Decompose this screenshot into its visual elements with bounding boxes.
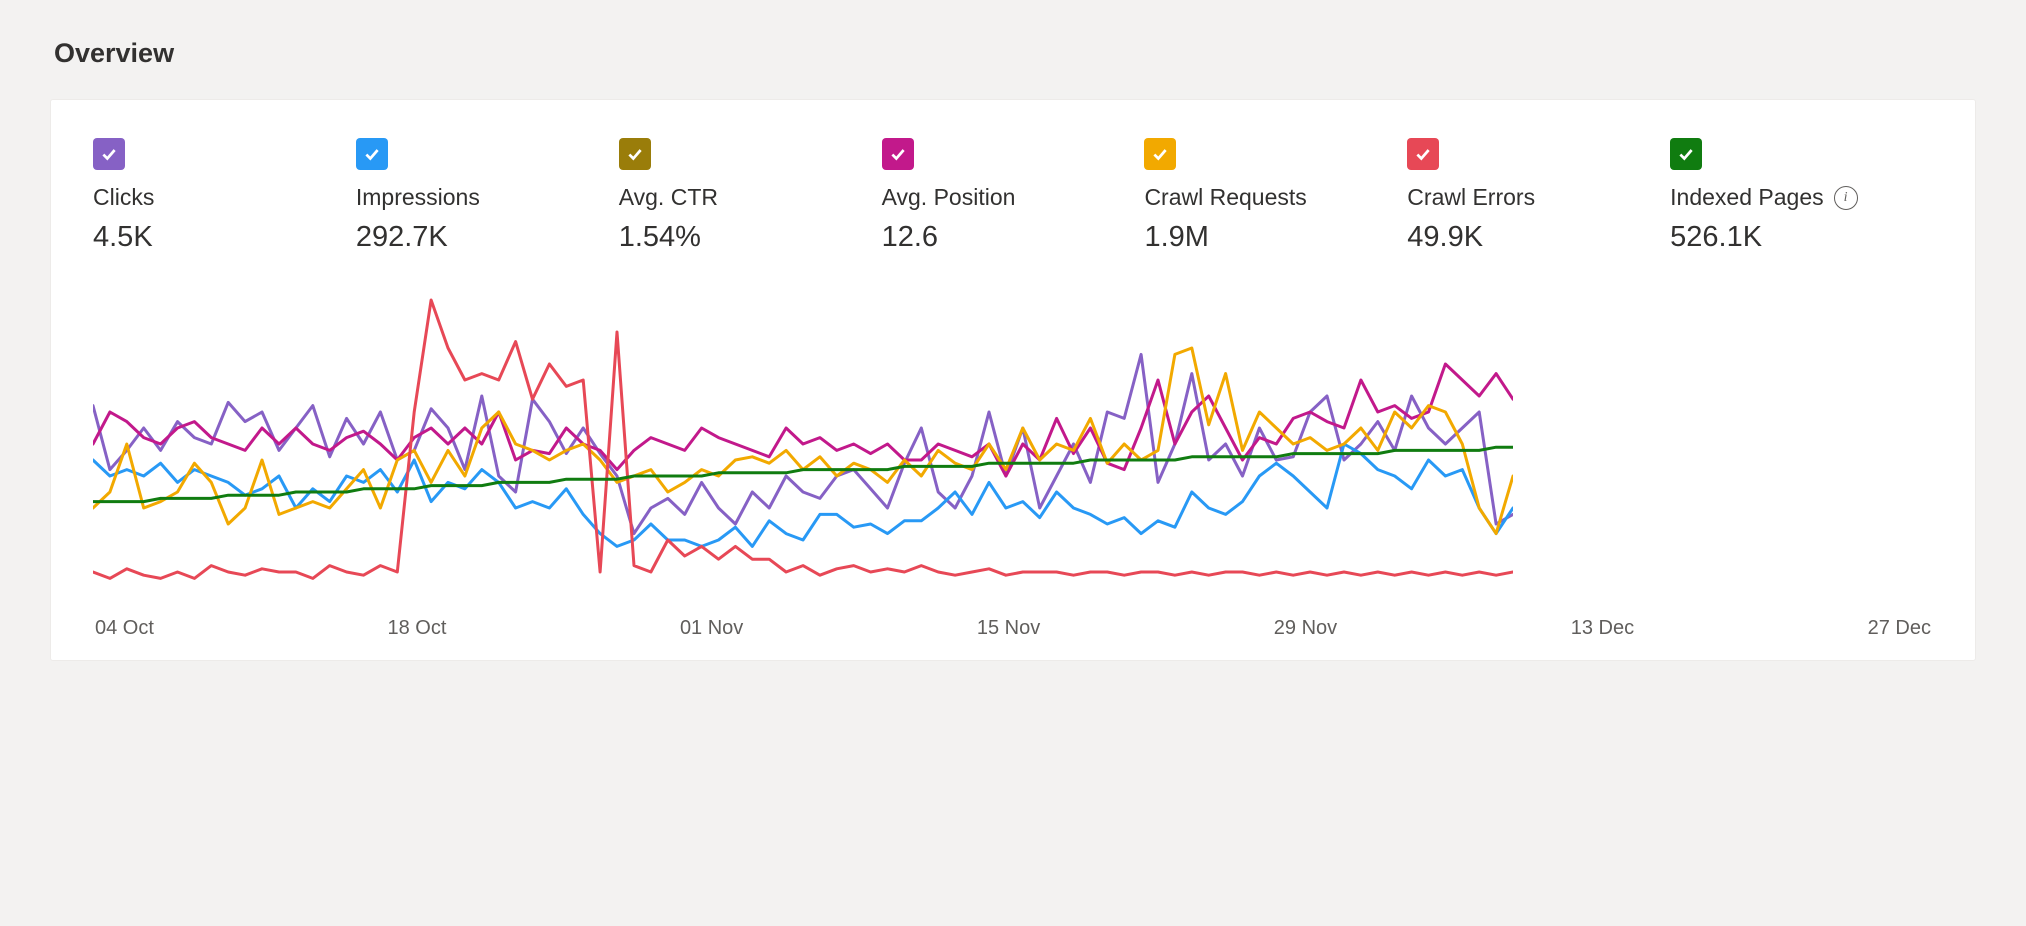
page-title: Overview — [54, 38, 1976, 69]
toggle-clicks[interactable] — [93, 138, 125, 170]
x-tick-label: 01 Nov — [680, 617, 743, 640]
metric-label: Avg. Position — [882, 184, 1145, 211]
metric-label: Impressions — [356, 184, 619, 211]
x-tick-label: 18 Oct — [387, 617, 446, 640]
check-icon — [626, 145, 644, 163]
x-tick-label: 27 Dec — [1868, 617, 1931, 640]
overview-card: Clicks 4.5KImpressions 292.7KAvg. CTR 1.54%… — [50, 99, 1976, 661]
metric-crawl-requests: Crawl Requests 1.9M — [1144, 138, 1407, 254]
overview-page: Overview Clicks4.5KImpressions292.7KAvg.… — [0, 0, 2026, 926]
metric-label: Clicks — [93, 184, 356, 211]
check-icon — [1151, 145, 1169, 163]
series-crawl-requests — [93, 348, 1513, 534]
metric-clicks: Clicks 4.5K — [93, 138, 356, 254]
metric-indexed-pages: Indexed Pagesi 526.1K — [1670, 138, 1933, 254]
check-icon — [1677, 145, 1695, 163]
metric-value: 1.54% — [619, 221, 882, 254]
metric-avg-position: Avg. Position 12.6 — [882, 138, 1145, 254]
check-icon — [1414, 145, 1432, 163]
check-icon — [100, 145, 118, 163]
toggle-crawl-requests[interactable] — [1144, 138, 1176, 170]
metric-value: 292.7K — [356, 221, 619, 254]
metric-impressions: Impressions 292.7K — [356, 138, 619, 254]
overview-line-chart — [93, 284, 1513, 604]
metric-label: Avg. CTR — [619, 184, 882, 211]
check-icon — [363, 145, 381, 163]
x-tick-label: 15 Nov — [977, 617, 1040, 640]
metric-value: 49.9K — [1407, 221, 1670, 254]
chart-container: 04 Oct 18 Oct 01 Nov 15 Nov 29 Nov 13 Dec 27 D… — [93, 284, 1933, 640]
chart-x-axis: 04 Oct 18 Oct 01 Nov 15 Nov 29 Nov 13 Dec 27 D… — [93, 617, 1933, 640]
info-icon[interactable]: i — [1834, 186, 1858, 210]
metric-label: Crawl Requests — [1144, 184, 1407, 211]
check-icon — [889, 145, 907, 163]
metric-label: Crawl Errors — [1407, 184, 1670, 211]
toggle-impressions[interactable] — [356, 138, 388, 170]
x-tick-label: 13 Dec — [1571, 617, 1634, 640]
toggle-crawl-errors[interactable] — [1407, 138, 1439, 170]
x-tick-label: 29 Nov — [1274, 617, 1337, 640]
metric-label: Indexed Pagesi — [1670, 184, 1933, 211]
series-avg-position — [93, 364, 1513, 476]
metric-value: 4.5K — [93, 221, 356, 254]
toggle-avg-position[interactable] — [882, 138, 914, 170]
metric-avg-ctr: Avg. CTR 1.54% — [619, 138, 882, 254]
metric-value: 12.6 — [882, 221, 1145, 254]
toggle-indexed-pages[interactable] — [1670, 138, 1702, 170]
metrics-row: Clicks 4.5KImpressions 292.7KAvg. CTR 1.54%… — [93, 138, 1933, 254]
metric-value: 526.1K — [1670, 221, 1933, 254]
toggle-avg-ctr[interactable] — [619, 138, 651, 170]
metric-crawl-errors: Crawl Errors 49.9K — [1407, 138, 1670, 254]
x-tick-label: 04 Oct — [95, 617, 154, 640]
metric-value: 1.9M — [1144, 221, 1407, 254]
series-impressions — [93, 444, 1513, 546]
